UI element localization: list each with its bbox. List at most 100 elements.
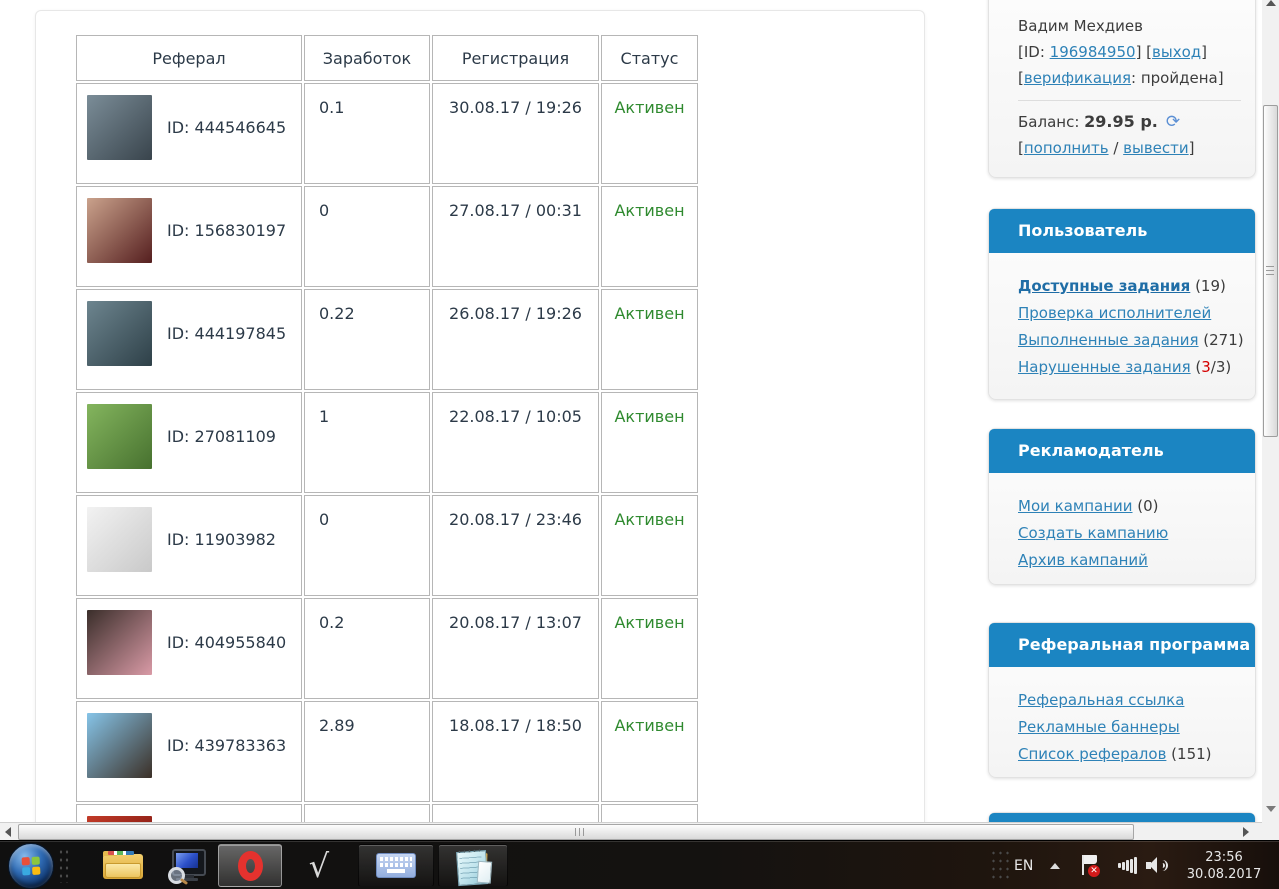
sidebar-link[interactable]: Нарушенные задания <box>1018 358 1191 376</box>
table-row: ID: 27081109 1 22.08.17 / 10:05 Активен <box>76 392 698 493</box>
referral-earnings: 1 <box>304 392 430 493</box>
start-button[interactable] <box>8 843 54 889</box>
referral-id: ID: 444197845 <box>167 324 287 343</box>
referral-earnings: 0.42 <box>304 804 430 822</box>
clock[interactable]: 23:56 30.08.2017 <box>1186 841 1262 889</box>
column-header: Статус <box>601 35 698 81</box>
referral-earnings: 0 <box>304 495 430 596</box>
taskbar-grip[interactable] <box>58 848 71 883</box>
count-text: ( <box>1190 358 1202 376</box>
table-row: ID: 404955840 0.2 20.08.17 / 13:07 Активен <box>76 598 698 699</box>
table-row: ID: 156830197 0 27.08.17 / 00:31 Активен <box>76 186 698 287</box>
up-arrow-icon <box>1050 862 1060 869</box>
logout-link[interactable]: выход <box>1152 43 1202 61</box>
sidebar-link-row: Выполненные задания (271) <box>1018 327 1247 354</box>
section-links: Доступные задания (19) Проверка исполните… <box>989 253 1255 381</box>
referral-registration-date: 27.08.17 / 00:31 <box>432 186 599 287</box>
divider <box>1018 100 1241 101</box>
sidebar-link-row: Рекламные баннеры <box>1018 714 1247 741</box>
referral-id: ID: 444546645 <box>167 118 287 137</box>
taskbar-item-notepad[interactable] <box>438 844 508 887</box>
alert-badge: ✕ <box>1088 865 1100 877</box>
computer-icon <box>168 848 206 884</box>
action-center-flag-icon[interactable]: ✕ <box>1080 855 1100 877</box>
bracket: [ <box>1018 69 1024 87</box>
alert-count: 3 <box>1201 358 1211 376</box>
referral-status-cell: Активен <box>601 495 698 596</box>
referral-status-cell: Активен <box>601 83 698 184</box>
refresh-balance-icon[interactable]: ⟳ <box>1165 112 1181 132</box>
sidebar-link[interactable]: Создать кампанию <box>1018 524 1169 542</box>
sidebar-link[interactable]: Рекламные баннеры <box>1018 718 1180 736</box>
user-id-line: [ID: 196984950] [выход] <box>1018 39 1241 65</box>
referral-earnings: 0.22 <box>304 289 430 390</box>
withdraw-link[interactable]: вывести <box>1123 139 1189 157</box>
sidebar-link[interactable]: Мои кампании <box>1018 497 1133 515</box>
referral-earnings: 0 <box>304 186 430 287</box>
taskbar-item-computer[interactable] <box>158 844 214 887</box>
user-name: Вадим Мехдиев <box>1018 17 1143 35</box>
show-hidden-icons-button[interactable] <box>1050 841 1060 889</box>
verification-link[interactable]: верификация <box>1023 69 1132 87</box>
sidebar-link[interactable]: Список рефералов <box>1018 745 1167 763</box>
referral-id: ID: 27081109 <box>167 427 276 446</box>
referral-status-cell: Активен <box>601 289 698 390</box>
verification-status: : пройдена] <box>1131 69 1224 87</box>
section-title: Рекламодатель <box>989 429 1255 473</box>
network-signal-icon[interactable] <box>1118 841 1138 889</box>
referral-status: Активен <box>614 510 685 529</box>
balance-actions-line: [пополнить / вывести] <box>1018 135 1241 161</box>
sidebar-link[interactable]: Проверка исполнителей <box>1018 304 1212 322</box>
balance-line: Баланс: 29.95 р. ⟳ <box>1018 109 1241 135</box>
referral-status: Активен <box>614 613 685 632</box>
balance-value: 29.95 р. <box>1084 112 1158 131</box>
volume-icon[interactable] <box>1146 857 1168 874</box>
table-row: ID: 444546645 0.1 30.08.17 / 19:26 Активен <box>76 83 698 184</box>
sidebar-link-row: Список рефералов (151) <box>1018 741 1247 768</box>
referral-status: Активен <box>614 98 685 117</box>
referral-status: Активен <box>614 819 684 822</box>
sidebar-link[interactable]: Архив кампаний <box>1018 551 1148 569</box>
sidebar-link[interactable]: Доступные задания <box>1018 277 1191 295</box>
referral-avatar <box>87 95 152 160</box>
referrals-card: Реферал Заработок Регистрация Статус ID: 44… <box>35 10 925 822</box>
tray-grip[interactable] <box>990 849 1010 883</box>
referral-earnings: 2.89 <box>304 701 430 802</box>
referral-avatar <box>87 713 152 778</box>
sidebar-link-row: Нарушенные задания (3/3) <box>1018 354 1247 381</box>
horizontal-scrollbar-thumb[interactable] <box>18 824 1134 840</box>
sqrt-icon: √ <box>308 846 330 885</box>
windows-logo-icon <box>21 856 41 876</box>
language-indicator[interactable]: EN <box>1014 857 1034 874</box>
taskbar-item-explorer[interactable] <box>92 844 154 887</box>
referral-status: Активен <box>614 716 685 735</box>
scrollbar-corner <box>1262 822 1279 840</box>
referral-status-cell: Активен <box>601 392 698 493</box>
vertical-scrollbar-thumb[interactable] <box>1263 105 1278 437</box>
referral-status-cell: Активен <box>601 804 698 822</box>
taskbar-item-opera-active[interactable] <box>218 844 282 887</box>
topup-link[interactable]: пополнить <box>1023 139 1109 157</box>
vertical-scrollbar[interactable] <box>1262 0 1279 822</box>
scroll-down-arrow-icon[interactable] <box>1266 806 1276 812</box>
scroll-left-arrow-icon[interactable] <box>5 827 11 837</box>
referral-avatar <box>87 301 152 366</box>
sidebar-link[interactable]: Реферальная ссылка <box>1018 691 1185 709</box>
sidebar-link-row: Доступные задания (19) <box>1018 273 1247 300</box>
sidebar-link[interactable]: Выполненные задания <box>1018 331 1199 349</box>
referral-avatar <box>87 816 152 822</box>
folder-icon <box>103 850 143 881</box>
sidebar-link-row: Создать кампанию <box>1018 520 1247 547</box>
notepad-icon <box>455 846 493 886</box>
keyboard-icon <box>376 853 416 878</box>
taskbar-item-sqrt-app[interactable]: √ <box>286 844 352 887</box>
sidebar-section-advertiser: Рекламодатель Мои кампании (0) Создать ка… <box>988 428 1256 585</box>
referral-earnings: 0.2 <box>304 598 430 699</box>
taskbar-item-onscreen-keyboard[interactable] <box>358 844 434 887</box>
scroll-up-arrow-icon[interactable] <box>1266 0 1276 6</box>
horizontal-scrollbar[interactable] <box>0 822 1262 840</box>
opera-icon <box>237 850 263 881</box>
sidebar-section-referral: Реферальная программа Реферальная ссылка… <box>988 622 1256 778</box>
user-id-link[interactable]: 196984950 <box>1049 43 1136 61</box>
scroll-right-arrow-icon[interactable] <box>1243 827 1249 837</box>
